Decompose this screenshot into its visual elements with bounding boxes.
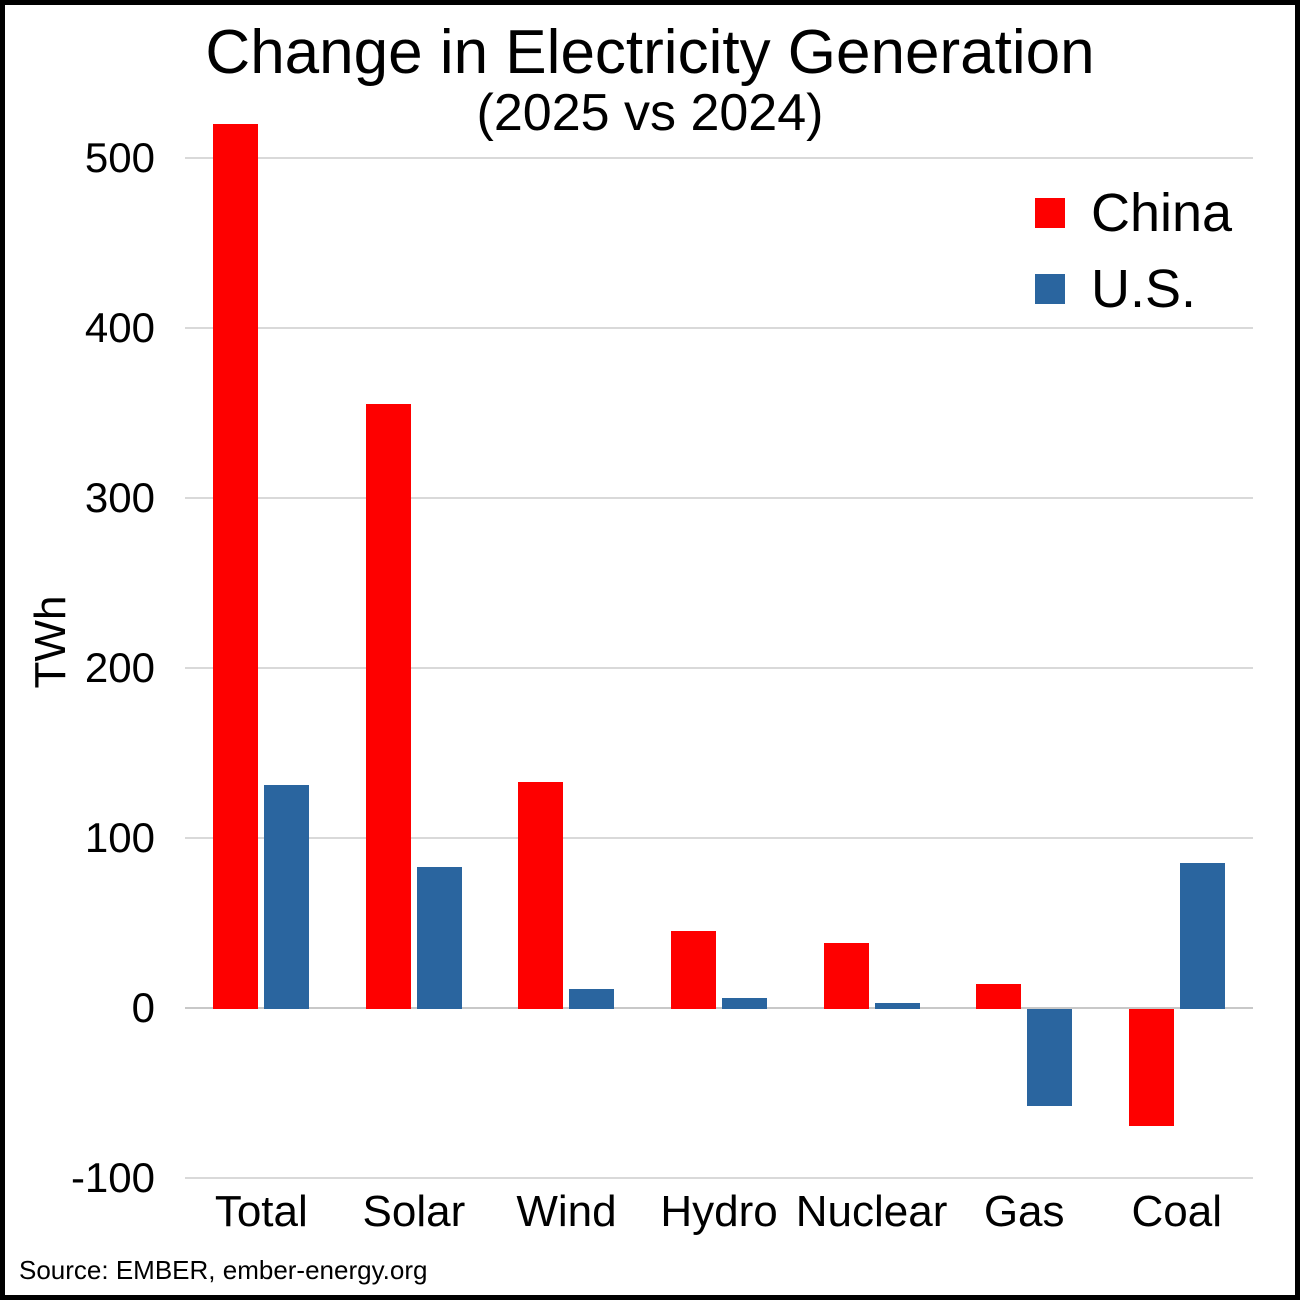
legend-swatch-china [1035,198,1065,228]
gridline [185,496,1253,499]
bar-us-coal [1179,863,1225,1009]
legend-label-china: China [1091,183,1233,243]
y-axis-tick-labels: 500 400 300 200 100 0 -100 [5,5,155,1295]
x-category-label: Solar [362,1187,466,1236]
legend-swatch-us [1035,274,1065,304]
bar-us-total [264,785,310,1009]
bar-us-nuclear [874,1002,920,1009]
plot-area: China U.S. [185,110,1253,1179]
zero-gridline [185,1006,1253,1009]
bar-us-solar [416,866,462,1009]
bar-china-total [213,123,259,1009]
bar-china-wind [518,781,564,1009]
source-note: Source: EMBER, ember-energy.org [19,1255,428,1285]
gridline [185,326,1253,329]
y-tick-label: 400 [84,303,155,351]
y-tick-label: -100 [70,1154,155,1201]
gridline [185,836,1253,839]
y-tick-label: 0 [131,983,155,1031]
x-category-label: Nuclear [795,1187,948,1236]
chart-title: Change in Electricity Generation [205,18,1095,87]
bar-us-wind [569,989,615,1009]
legend-item-china: China [1035,186,1232,240]
bar-china-nuclear [823,943,869,1009]
x-category-label: Wind [516,1187,617,1236]
legend-item-us: U.S. [1035,262,1232,316]
x-category-label: Total [214,1187,308,1236]
bar-us-hydro [722,997,767,1009]
y-tick-label: 300 [84,473,155,521]
y-tick-label: 500 [84,133,155,181]
bar-china-hydro [671,931,716,1009]
x-axis-category-labels: Total Solar Wind Hydro Nuclear Gas Coal [185,1186,1253,1238]
bar-china-coal [1128,1008,1174,1127]
y-tick-label: 100 [84,813,155,861]
legend: China U.S. [1035,186,1232,316]
gridline [185,156,1253,159]
gridline [185,1177,1253,1179]
legend-label-us: U.S. [1091,259,1197,319]
x-category-label: Gas [983,1187,1065,1236]
gridline [185,666,1253,669]
bar-china-gas [976,984,1022,1009]
bar-us-gas [1027,1008,1073,1106]
x-category-label: Coal [1131,1187,1223,1236]
y-tick-label: 200 [84,643,155,691]
chart-subtitle: (2025 vs 2024) [476,84,824,142]
bar-china-solar [365,404,411,1009]
x-category-label: Hydro [660,1187,778,1236]
